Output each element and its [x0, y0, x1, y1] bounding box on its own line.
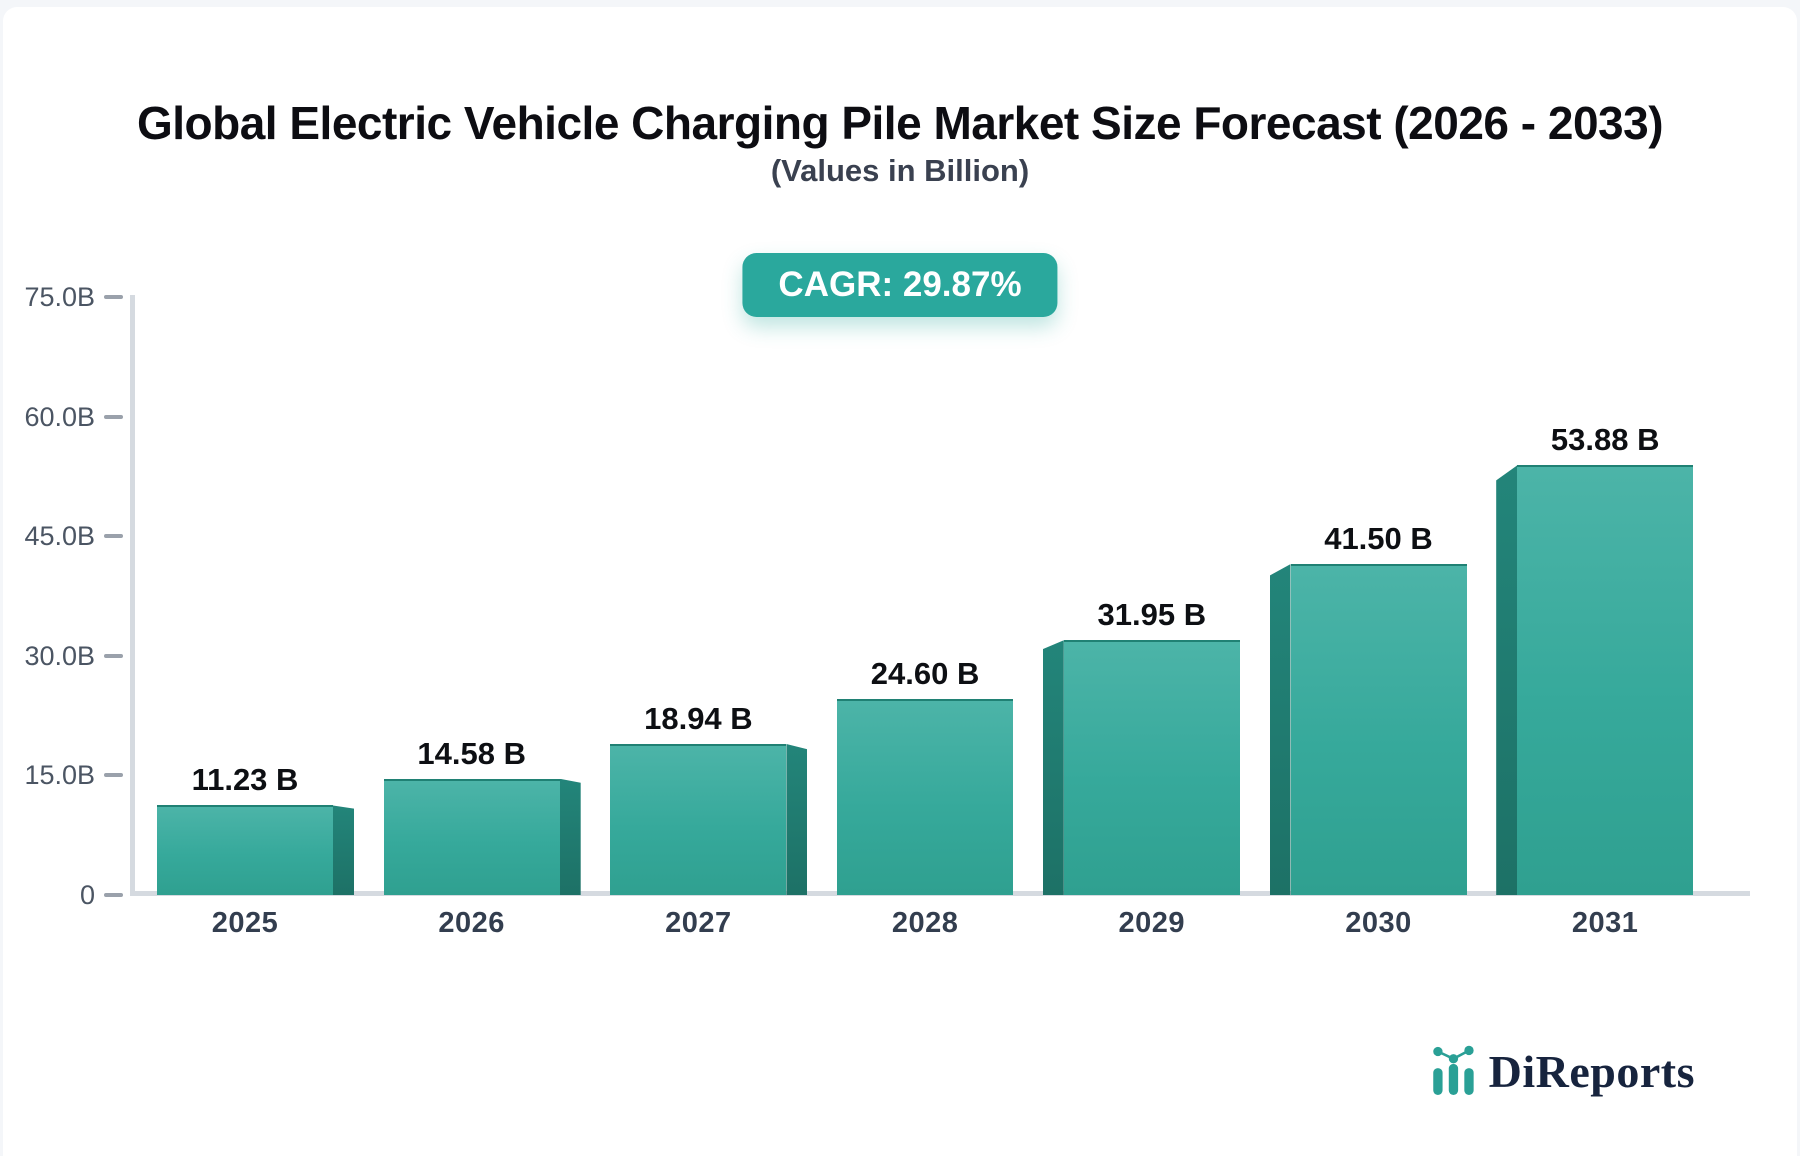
x-tick-label: 2028	[891, 907, 959, 939]
x-tick-label: 2025	[211, 907, 279, 939]
y-tick-mark	[104, 893, 123, 897]
y-tick-mark	[104, 534, 123, 539]
brand-logo: DiReports	[1432, 1039, 1695, 1097]
y-tick-mark	[104, 773, 123, 778]
cagr-badge: CAGR: 29.87%	[742, 253, 1058, 317]
chart-subtitle: (Values in Billion)	[770, 153, 1030, 188]
bar-2030[interactable]	[1290, 564, 1467, 895]
x-tick-label: 2029	[1118, 907, 1186, 939]
bar-2025-side-face	[333, 805, 354, 895]
x-tick-label: 2026	[438, 907, 505, 939]
bar-2031-side-face	[1496, 465, 1518, 895]
bar-2029-side-face	[1042, 640, 1064, 895]
bar-value-label: 31.95 B	[1097, 597, 1207, 633]
chart-card: Global Electric Vehicle Charging Pile Ma…	[3, 7, 1797, 1156]
x-tick-label: 2030	[1345, 907, 1412, 939]
y-tick-label: 75.0B	[24, 282, 95, 312]
chart-plot-area: 0 15.0B 30.0B 45.0B 60.0B 75.0B 11.23 B 14.58 …	[3, 7, 1797, 1156]
x-tick-label: 2031	[1571, 907, 1639, 939]
y-tick-label: 30.0B	[24, 640, 95, 671]
bar-value-label: 53.88 B	[1550, 422, 1660, 458]
y-tick-mark	[104, 653, 123, 658]
bar-value-label: 24.60 B	[870, 655, 980, 691]
x-tick-label: 2027	[665, 907, 732, 939]
bar-2030-side-face	[1269, 564, 1291, 895]
bar-2026-side-face	[559, 778, 581, 895]
bar-2027-side-face	[786, 743, 808, 895]
y-tick-mark	[104, 295, 123, 299]
bar-value-label: 41.50 B	[1324, 521, 1433, 557]
bar-2031[interactable]	[1517, 465, 1694, 895]
brand-chart-icon	[1432, 1045, 1474, 1095]
y-tick-label: 60.0B	[24, 401, 95, 432]
brand-name: DiReports	[1488, 1046, 1695, 1097]
bar-2027[interactable]	[610, 743, 787, 895]
bar-2028[interactable]	[837, 698, 1014, 895]
y-tick-label: 0	[79, 880, 95, 910]
bar-2029[interactable]	[1063, 640, 1240, 895]
bar-2025[interactable]	[157, 805, 333, 895]
y-tick-mark	[104, 414, 123, 419]
bar-2026[interactable]	[383, 778, 560, 895]
page-title: Global Electric Vehicle Charging Pile Ma…	[136, 97, 1664, 149]
y-axis-line	[130, 295, 135, 893]
y-tick-label: 15.0B	[24, 760, 95, 791]
bar-value-label: 11.23 B	[191, 762, 299, 798]
bar-value-label: 14.58 B	[417, 735, 526, 771]
bar-value-label: 18.94 B	[644, 700, 753, 736]
y-tick-label: 45.0B	[24, 521, 95, 552]
